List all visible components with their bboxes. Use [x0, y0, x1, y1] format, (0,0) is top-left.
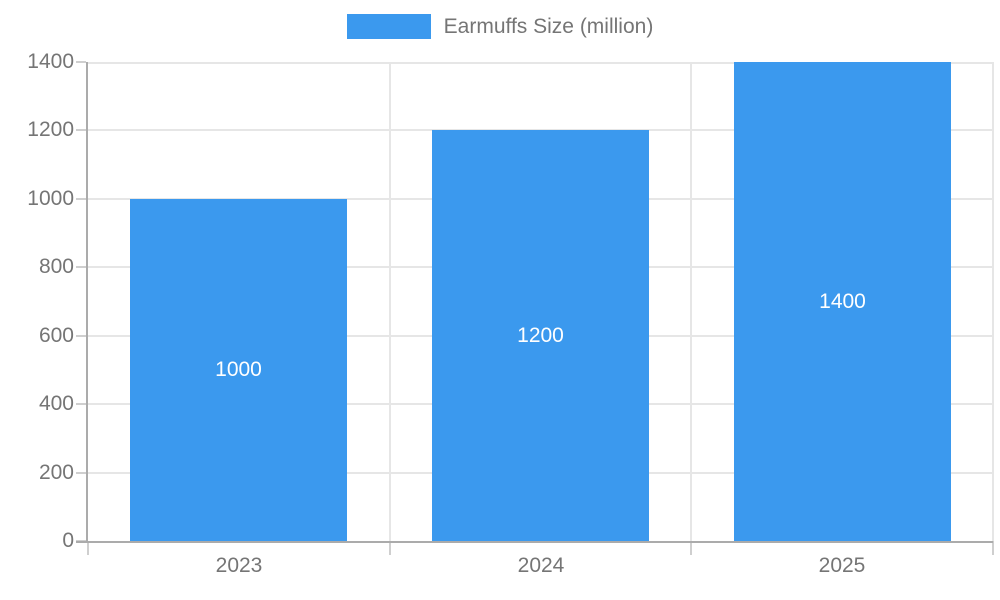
legend-swatch-icon: [346, 14, 431, 39]
y-axis-tick: [76, 472, 86, 474]
gridline-v: [992, 62, 994, 541]
y-axis-tick-label: 600: [38, 324, 74, 347]
gridline-h: [88, 62, 993, 64]
legend-item[interactable]: Earmuffs Size (million): [0, 14, 1000, 39]
gridline-v: [690, 62, 692, 541]
y-axis-tick: [76, 335, 86, 337]
y-axis-tick: [76, 129, 86, 131]
bar-value-label: 1200: [517, 324, 564, 347]
y-axis-line: [86, 62, 88, 541]
y-axis-tick: [76, 266, 86, 268]
plot-area: 1000 1200 1400: [88, 62, 994, 541]
y-axis-tick: [76, 198, 86, 200]
y-axis-tick: [76, 61, 86, 63]
y-axis-tick-label: 1000: [27, 187, 74, 210]
y-axis-tick-label: 400: [38, 392, 74, 415]
y-axis-tick: [76, 403, 86, 405]
x-axis-tick: [690, 541, 692, 555]
x-axis-tick: [87, 541, 89, 555]
bar-value-label: 1400: [819, 290, 866, 313]
y-axis-tick-label: 1400: [27, 50, 74, 73]
gridline-v: [389, 62, 391, 541]
x-axis-tick: [389, 541, 391, 555]
x-axis-line: [76, 541, 993, 543]
x-axis-tick-label: 2025: [818, 554, 866, 577]
y-axis-tick-label: 200: [38, 461, 74, 484]
y-axis-tick-label: 1200: [27, 118, 74, 141]
legend-label: Earmuffs Size (million): [443, 14, 654, 38]
bar-2025: 1400: [734, 62, 951, 541]
bar-2024: 1200: [432, 130, 649, 541]
bar-2023: 1000: [130, 199, 347, 541]
x-axis-tick-label: 2024: [517, 554, 565, 577]
y-axis-tick-label: 800: [38, 255, 74, 278]
x-axis-tick-label: 2023: [215, 554, 263, 577]
y-axis-tick-label: 0: [62, 529, 74, 552]
bar-value-label: 1000: [215, 358, 262, 381]
x-axis-tick: [992, 541, 994, 555]
